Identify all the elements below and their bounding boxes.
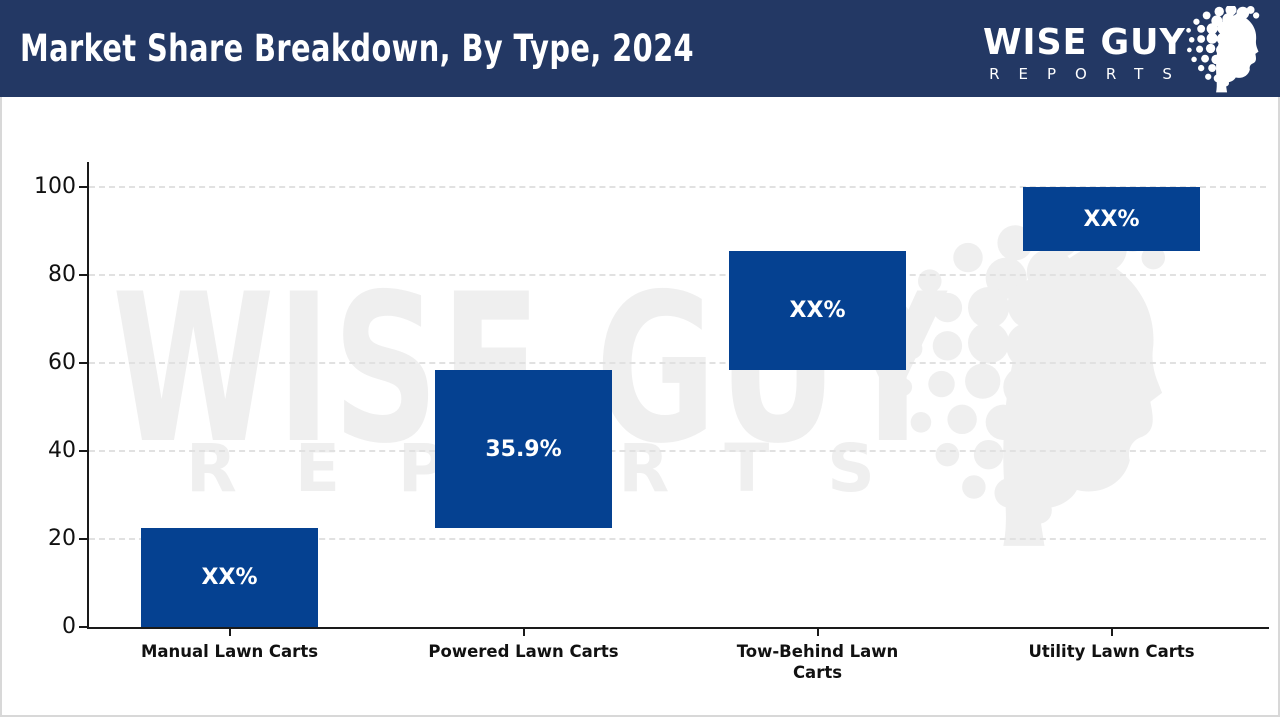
x-axis-spine bbox=[87, 627, 1269, 629]
bar-value-label: 35.9% bbox=[485, 436, 562, 462]
logo-head-icon bbox=[1174, 4, 1266, 94]
logo-wordmark: WISE GUY bbox=[982, 21, 1186, 63]
y-tick-label-0: 0 bbox=[62, 614, 76, 639]
y-tick-label-100: 100 bbox=[34, 174, 76, 199]
x-tick-powered-lawn-carts bbox=[522, 629, 525, 636]
wiseguy-logo: WISE GUY REPORTS bbox=[983, 4, 1266, 94]
y-tick-80 bbox=[79, 274, 88, 276]
bar-utility-lawn-carts: XX% bbox=[1023, 187, 1200, 252]
header-bar: Market Share Breakdown, By Type, 2024 WI… bbox=[0, 0, 1280, 97]
y-tick-100 bbox=[79, 186, 88, 188]
x-tick-manual-lawn-carts bbox=[228, 629, 231, 636]
y-tick-0 bbox=[79, 626, 88, 628]
x-tick-tow-behind-lawn-carts bbox=[816, 629, 819, 636]
bar-value-label: XX% bbox=[789, 298, 846, 324]
bar-value-label: XX% bbox=[1083, 206, 1140, 232]
y-tick-label-80: 80 bbox=[48, 262, 76, 287]
x-tick-label-tow-behind-lawn-carts: Tow-Behind Lawn Carts bbox=[736, 642, 899, 683]
x-tick-label-manual-lawn-carts: Manual Lawn Carts bbox=[140, 642, 319, 661]
x-tick-utility-lawn-carts bbox=[1110, 629, 1113, 636]
y-tick-label-40: 40 bbox=[48, 438, 76, 463]
logo-text: WISE GUY REPORTS bbox=[983, 22, 1192, 83]
y-axis-spine bbox=[87, 162, 89, 629]
frame-line-bottom bbox=[0, 715, 1280, 717]
logo-subtext: REPORTS bbox=[989, 64, 1191, 83]
bar-manual-lawn-carts: XX% bbox=[141, 528, 318, 627]
y-tick-20 bbox=[79, 538, 88, 540]
frame-line-right bbox=[1278, 97, 1280, 717]
y-tick-label-20: 20 bbox=[48, 526, 76, 551]
bar-tow-behind-lawn-carts: XX% bbox=[729, 251, 906, 371]
chart-title: Market Share Breakdown, By Type, 2024 bbox=[20, 27, 695, 70]
x-tick-label-powered-lawn-carts: Powered Lawn Carts bbox=[428, 642, 619, 661]
gridline-100 bbox=[89, 186, 1266, 188]
frame-line-left bbox=[0, 97, 2, 717]
x-tick-label-utility-lawn-carts: Utility Lawn Carts bbox=[1028, 642, 1195, 661]
gridline-40 bbox=[89, 450, 1266, 452]
y-tick-40 bbox=[79, 450, 88, 452]
gridline-60 bbox=[89, 362, 1266, 364]
y-tick-label-60: 60 bbox=[48, 350, 76, 375]
gridline-80 bbox=[89, 274, 1266, 276]
bar-powered-lawn-carts: 35.9% bbox=[435, 370, 612, 529]
bar-value-label: XX% bbox=[201, 565, 258, 591]
y-tick-60 bbox=[79, 362, 88, 364]
gridline-20 bbox=[89, 538, 1266, 540]
